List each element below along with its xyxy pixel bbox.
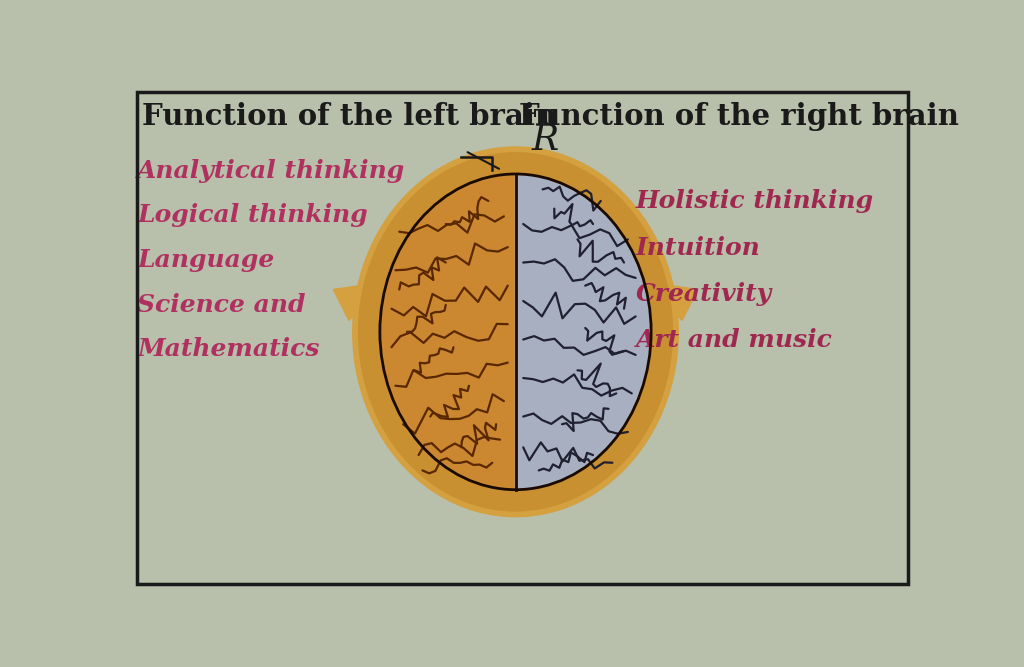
- Text: Language: Language: [137, 248, 274, 272]
- Text: Science and: Science and: [137, 293, 306, 317]
- Polygon shape: [380, 174, 515, 490]
- Text: Function of the left brain: Function of the left brain: [142, 102, 556, 131]
- Polygon shape: [663, 285, 697, 320]
- Polygon shape: [515, 174, 651, 490]
- Text: Intuition: Intuition: [636, 235, 761, 259]
- Ellipse shape: [358, 153, 673, 511]
- Text: Analytical thinking: Analytical thinking: [137, 159, 406, 183]
- Text: Logical thinking: Logical thinking: [137, 203, 368, 227]
- Text: Function of the right brain: Function of the right brain: [519, 102, 959, 131]
- Ellipse shape: [352, 147, 678, 517]
- Text: Holistic thinking: Holistic thinking: [636, 189, 873, 213]
- Polygon shape: [334, 285, 369, 320]
- Text: Creativity: Creativity: [636, 281, 772, 305]
- Text: R: R: [531, 123, 558, 157]
- Text: Art and music: Art and music: [636, 328, 833, 352]
- Text: Mathematics: Mathematics: [137, 338, 319, 362]
